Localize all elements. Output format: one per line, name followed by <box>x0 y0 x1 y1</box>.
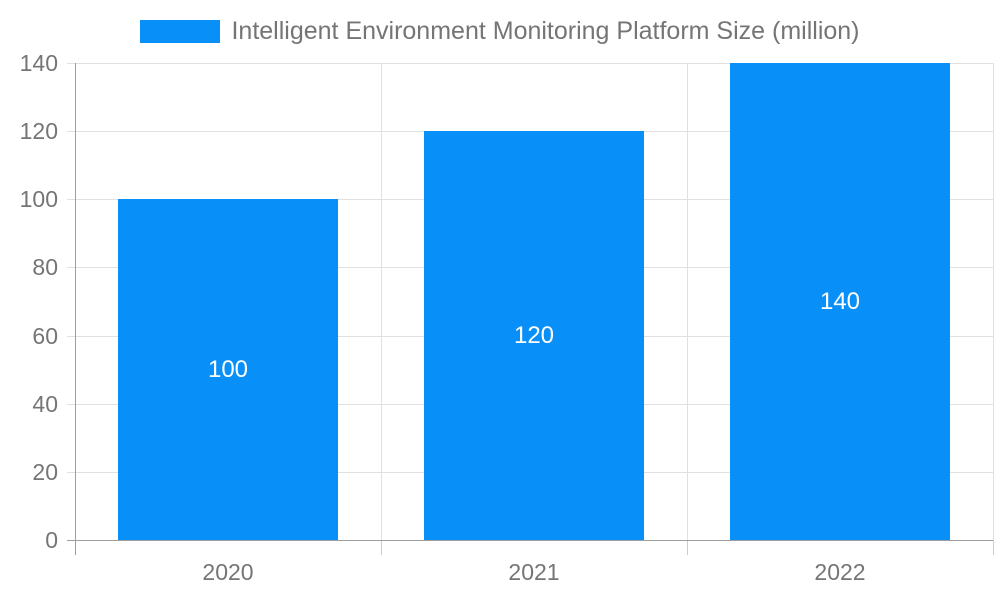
y-axis-tick-label: 60 <box>32 323 58 349</box>
legend-swatch <box>140 19 221 43</box>
y-axis-tick <box>67 131 75 132</box>
y-axis-tick <box>67 267 75 268</box>
y-axis-tick-label: 40 <box>32 391 58 417</box>
bar-value-label: 100 <box>207 356 249 383</box>
x-axis-tick <box>993 540 994 555</box>
legend-item[interactable]: Intelligent Environment Monitoring Platf… <box>0 14 1000 48</box>
y-axis-tick-label: 120 <box>19 118 58 144</box>
y-axis-line <box>75 63 76 555</box>
y-axis-tick <box>67 404 75 405</box>
y-axis-tick-label: 80 <box>32 254 58 280</box>
gridline-vertical <box>687 63 688 540</box>
legend-label: Intelligent Environment Monitoring Platf… <box>231 17 860 45</box>
gridline-vertical <box>381 63 382 540</box>
x-axis-tick <box>381 540 382 555</box>
y-axis-tick-label: 0 <box>45 527 58 553</box>
y-axis-tick <box>67 199 75 200</box>
y-axis-tick-label: 140 <box>19 50 58 76</box>
bar-2021 <box>424 131 644 540</box>
y-axis-tick-label: 20 <box>32 459 58 485</box>
bar-value-label: 140 <box>819 288 861 315</box>
y-axis-tick <box>67 336 75 337</box>
bar-value-label: 120 <box>513 322 555 349</box>
bar-2020 <box>118 199 338 540</box>
y-axis-tick-label: 100 <box>19 186 58 212</box>
x-axis-category-label: 2022 <box>814 559 866 585</box>
x-axis-line <box>67 540 993 541</box>
gridline-horizontal <box>75 63 993 64</box>
bar-2022 <box>730 63 950 540</box>
y-axis-tick <box>67 63 75 64</box>
gridline-vertical <box>993 63 994 540</box>
y-axis-tick <box>67 472 75 473</box>
x-axis-category-label: 2020 <box>202 559 254 585</box>
x-axis-tick <box>687 540 688 555</box>
x-axis-category-label: 2021 <box>508 559 560 585</box>
